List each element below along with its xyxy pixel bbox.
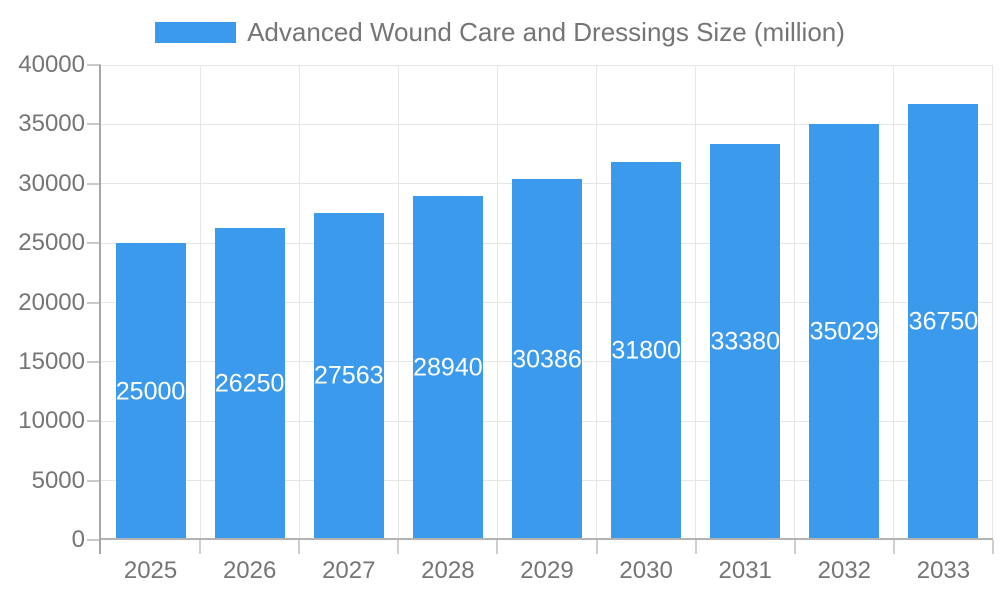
legend-label: Advanced Wound Care and Dressings Size (… xyxy=(247,16,845,47)
x-axis-tick xyxy=(694,540,697,554)
bar-value-label: 35029 xyxy=(809,317,880,346)
x-axis-line xyxy=(101,538,993,540)
gridline-vertical xyxy=(893,65,895,540)
x-tick-label: 2028 xyxy=(421,557,475,584)
bar: 25000 xyxy=(115,243,186,540)
bar: 36750 xyxy=(908,103,979,540)
y-axis-tick xyxy=(87,123,101,126)
y-tick-label: 35000 xyxy=(18,110,85,138)
x-tick-label: 2029 xyxy=(520,557,574,584)
bar-value-label: 30386 xyxy=(512,345,582,374)
y-tick-label: 10000 xyxy=(18,407,85,435)
gridline-vertical xyxy=(199,65,201,540)
gridline-vertical xyxy=(596,65,598,540)
y-tick-label: 5000 xyxy=(31,466,85,494)
x-tick-label: 2030 xyxy=(619,557,673,584)
gridline-vertical xyxy=(298,65,300,540)
x-tick-label: 2032 xyxy=(817,557,872,584)
y-tick-label: 40000 xyxy=(18,51,85,78)
bar-value-label: 31800 xyxy=(611,336,681,365)
gridline-vertical xyxy=(794,65,796,540)
bar-value-label: 25000 xyxy=(115,377,186,406)
legend-swatch xyxy=(155,21,237,43)
y-axis-tick xyxy=(87,242,101,245)
x-tick-label: 2027 xyxy=(322,557,376,584)
bar-value-label: 28940 xyxy=(413,353,483,382)
bar-value-label: 27563 xyxy=(314,361,384,390)
x-tick-label: 2033 xyxy=(916,557,971,584)
bar: 31800 xyxy=(611,162,682,540)
x-axis-tick xyxy=(397,540,400,554)
bar: 35029 xyxy=(809,124,880,540)
x-axis-tick xyxy=(496,540,499,554)
bar: 33380 xyxy=(710,143,781,540)
y-axis-tick xyxy=(87,182,101,185)
gridline-vertical xyxy=(695,65,697,540)
bar-value-label: 36750 xyxy=(908,307,979,336)
x-tick-label: 2026 xyxy=(222,557,277,584)
y-axis-line xyxy=(99,65,101,540)
y-tick-label: 30000 xyxy=(18,169,85,197)
y-axis-tick xyxy=(87,64,101,66)
bar-value-label: 33380 xyxy=(710,327,780,356)
y-tick-label: 20000 xyxy=(18,288,85,316)
gridline-horizontal xyxy=(101,123,993,125)
bar: 28940 xyxy=(412,196,483,540)
bar-value-label: 26250 xyxy=(214,369,285,398)
y-axis-tick xyxy=(87,479,101,482)
plot-area: 0 5000 10000 15000 20000 25000 30000 35000 40000… xyxy=(18,52,994,584)
gridline-vertical xyxy=(397,65,399,540)
x-axis-tick xyxy=(99,540,101,554)
gridline-vertical xyxy=(496,65,498,540)
bar: 30386 xyxy=(512,179,582,540)
gridline-vertical xyxy=(991,65,993,540)
y-axis-tick xyxy=(87,420,101,423)
y-tick-label: 15000 xyxy=(18,347,85,375)
x-axis-tick xyxy=(992,540,994,554)
chart-legend: Advanced Wound Care and Dressings Size (… xyxy=(0,15,1000,49)
x-axis-tick xyxy=(298,540,301,554)
x-tick-label: 2031 xyxy=(718,557,772,584)
x-axis-tick xyxy=(892,540,895,554)
y-tick-label: 0 xyxy=(71,526,85,553)
y-axis-tick xyxy=(87,360,101,363)
x-axis-tick xyxy=(199,540,202,554)
y-tick-label: 25000 xyxy=(18,229,85,257)
x-axis-tick xyxy=(793,540,796,554)
y-axis-tick xyxy=(87,301,101,304)
x-axis-tick xyxy=(595,540,598,554)
bar: 26250 xyxy=(214,228,285,540)
bar: 27563 xyxy=(313,212,384,540)
gridline-horizontal xyxy=(101,64,993,66)
x-tick-label: 2025 xyxy=(123,557,178,584)
y-axis-tick xyxy=(87,539,101,541)
